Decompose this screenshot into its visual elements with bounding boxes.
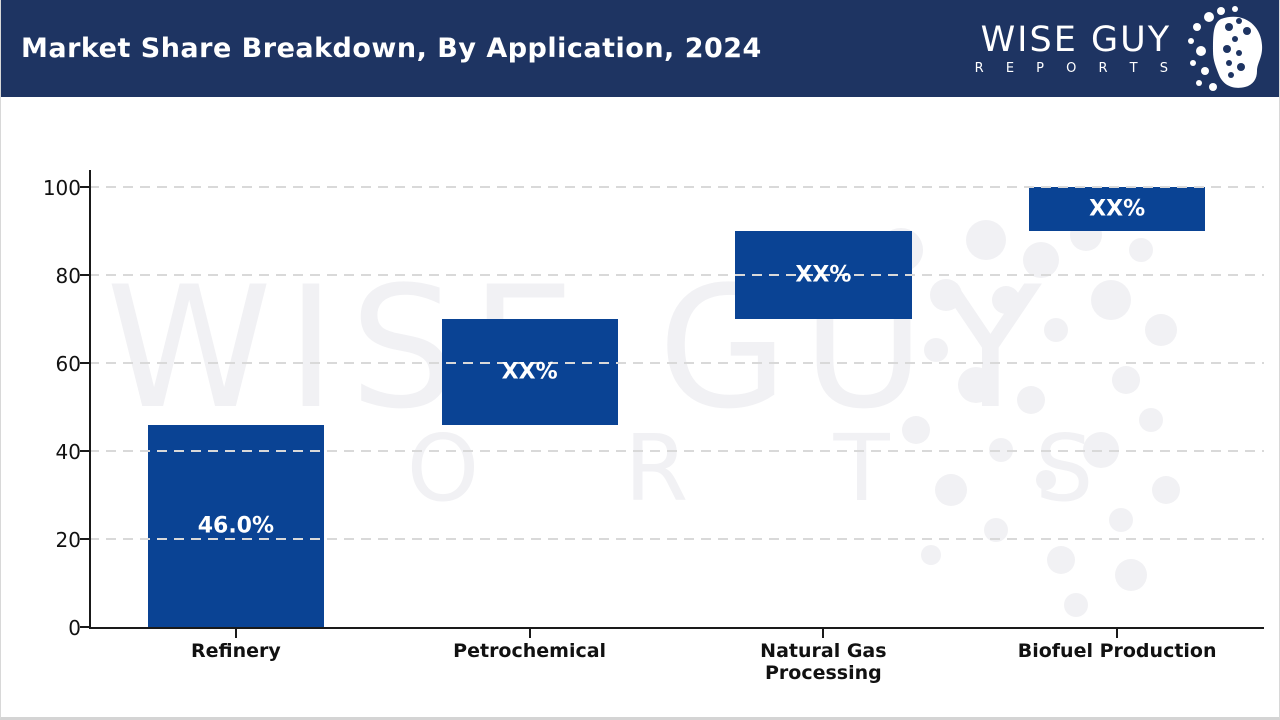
watermark-dot	[924, 338, 948, 362]
wise-guy-logo: WISE GUY R E P O R T S	[975, 5, 1267, 93]
watermark-dot	[958, 367, 994, 403]
gridline	[89, 450, 1264, 452]
page-title: Market Share Breakdown, By Application, …	[21, 33, 762, 64]
watermark-dot	[1047, 546, 1075, 574]
watermark-dot	[1152, 476, 1180, 504]
category-label: Refinery	[190, 640, 281, 662]
watermark-dot	[1036, 470, 1056, 490]
watermark-dot	[966, 220, 1006, 260]
category-label: Biofuel Production	[1017, 640, 1217, 662]
watermark-dot	[1023, 242, 1059, 278]
x-axis-line	[89, 627, 1264, 629]
logo-text: WISE GUY R E P O R T S	[974, 19, 1177, 76]
watermark-dot	[1129, 238, 1153, 262]
watermark-reports: P O R T S	[206, 415, 1152, 522]
watermark-dot	[1109, 508, 1133, 532]
x-tick-mark	[528, 629, 531, 638]
x-tick-mark	[822, 629, 825, 638]
logo-wordmark: WISE GUY	[980, 19, 1172, 60]
watermark-dot	[1139, 408, 1163, 432]
y-tick-mark	[80, 538, 89, 540]
category-label: Petrochemical	[453, 640, 607, 662]
y-axis-line	[89, 170, 91, 629]
watermark-dot	[992, 286, 1020, 314]
y-tick-mark	[80, 186, 89, 188]
y-tick-mark	[80, 450, 89, 452]
watermark-dot	[902, 416, 930, 444]
bar-value-label: XX%	[1089, 196, 1146, 222]
watermark-dot	[1017, 386, 1045, 414]
y-tick-label: 80	[55, 264, 81, 288]
header-bar: Market Share Breakdown, By Application, …	[1, 0, 1279, 97]
x-tick-mark	[1116, 629, 1119, 638]
bar-petrochemical	[441, 319, 618, 425]
y-tick-mark	[80, 274, 89, 276]
bar-value-label: 46.0%	[197, 513, 275, 539]
watermark-dot	[1112, 366, 1140, 394]
watermark-dot	[1064, 593, 1088, 617]
gridline	[89, 538, 1264, 540]
y-tick-label: 100	[42, 176, 81, 200]
watermark-dot	[921, 545, 941, 565]
y-tick-mark	[80, 626, 89, 628]
bar-value-label: XX%	[795, 262, 852, 288]
category-label: Natural Gas Processing	[760, 640, 887, 684]
bar-value-label: XX%	[501, 359, 558, 385]
watermark-dot	[935, 474, 967, 506]
x-tick-mark	[234, 629, 237, 638]
bar-refinery	[147, 424, 324, 627]
watermark-dot	[1091, 280, 1131, 320]
y-tick-label: 0	[68, 616, 81, 640]
gridline	[89, 274, 1264, 276]
watermark-dot	[1115, 559, 1147, 591]
logo-head-icon	[1188, 5, 1263, 91]
bar-biofuel-production	[1029, 187, 1206, 231]
logo-subtitle: R E P O R T S	[974, 60, 1177, 76]
y-tick-mark	[80, 362, 89, 364]
gridline	[89, 186, 1264, 188]
y-tick-label: 20	[55, 528, 81, 552]
y-tick-label: 60	[55, 352, 81, 376]
watermark-dot	[1145, 314, 1177, 346]
watermark-dot	[1044, 318, 1068, 342]
watermark-dot	[930, 279, 962, 311]
gridline	[89, 362, 1264, 364]
y-tick-label: 40	[55, 440, 81, 464]
